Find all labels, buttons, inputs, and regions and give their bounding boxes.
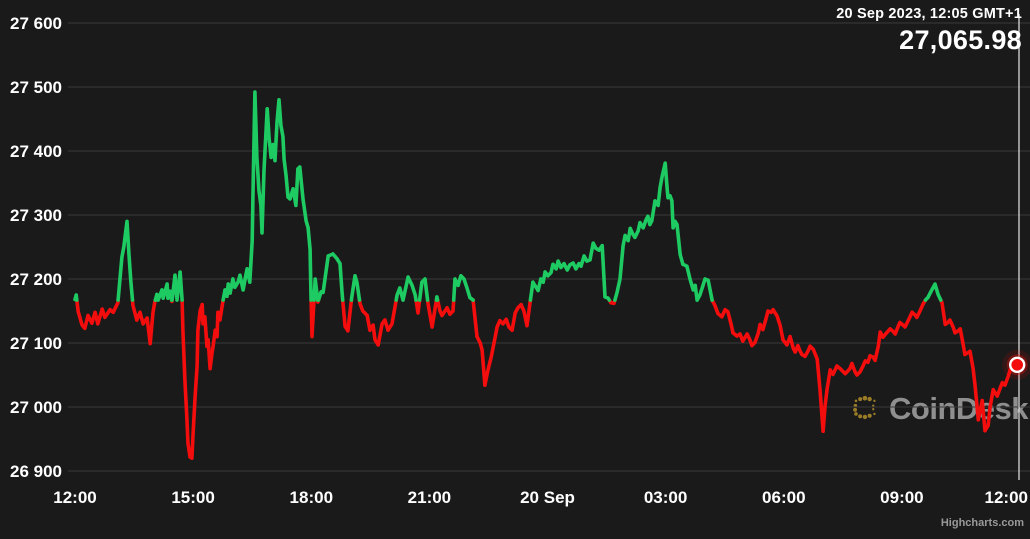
current-price-marker[interactable] xyxy=(1009,356,1026,373)
x-axis-label: 15:00 xyxy=(171,488,214,507)
current-price-label: 27,065.98 xyxy=(899,25,1022,55)
price-line-up-segments xyxy=(73,90,943,302)
y-axis-label: 27 600 xyxy=(10,14,62,33)
y-axis-label: 27 300 xyxy=(10,206,62,225)
y-axis-label: 27 400 xyxy=(10,142,62,161)
x-axis-label: 03:00 xyxy=(644,488,687,507)
x-axis-label: 09:00 xyxy=(880,488,923,507)
coindesk-watermark: CoinDesk xyxy=(853,386,1028,430)
timestamp-label: 20 Sep 2023, 12:05 GMT+1 xyxy=(836,6,1022,22)
x-axis-label: 06:00 xyxy=(762,488,805,507)
y-axis-label: 27 100 xyxy=(10,334,62,353)
y-axis-label: 27 200 xyxy=(10,270,62,289)
x-axis-label: 12:00 xyxy=(985,488,1028,507)
y-axis-label: 26 900 xyxy=(10,462,62,481)
highcharts-credits-link[interactable]: Highcharts.com xyxy=(940,517,1024,529)
x-axis-label: 12:00 xyxy=(53,488,96,507)
coindesk-watermark-label: CoinDesk xyxy=(889,390,1028,426)
x-axis-label: 21:00 xyxy=(408,488,451,507)
y-axis-label: 27 000 xyxy=(10,398,62,417)
x-axis-label: 18:00 xyxy=(290,488,333,507)
x-axis-label: 20 Sep xyxy=(520,488,575,507)
y-axis-label: 27 500 xyxy=(10,78,62,97)
chart-header: 20 Sep 2023, 12:05 GMT+1 27,065.98 xyxy=(836,6,1022,56)
price-line-down-segments xyxy=(75,298,1019,460)
coindesk-dots-icon xyxy=(853,395,876,420)
